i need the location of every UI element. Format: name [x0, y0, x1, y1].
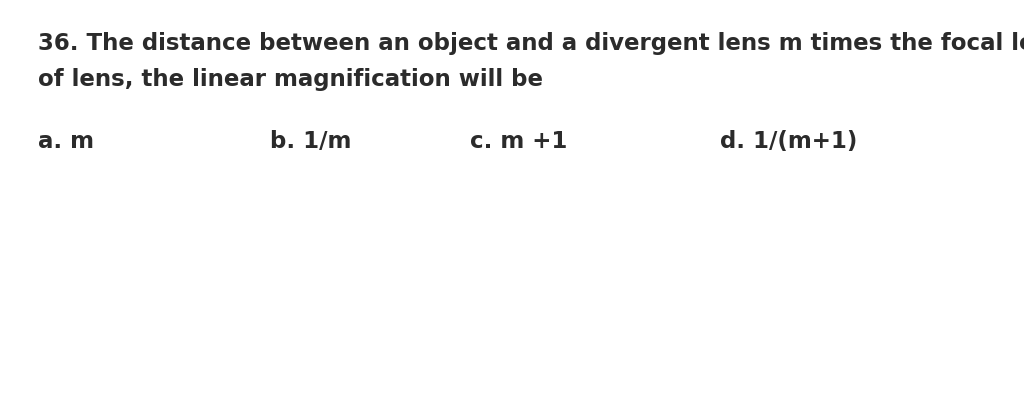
Text: a. m: a. m: [38, 130, 94, 153]
Text: c. m +1: c. m +1: [470, 130, 567, 153]
Text: of lens, the linear magnification will be: of lens, the linear magnification will b…: [38, 68, 543, 91]
Text: d. 1/(m+1): d. 1/(m+1): [720, 130, 857, 153]
Text: b. 1/m: b. 1/m: [270, 130, 351, 153]
Text: 36. The distance between an object and a divergent lens m times the focal length: 36. The distance between an object and a…: [38, 32, 1024, 55]
